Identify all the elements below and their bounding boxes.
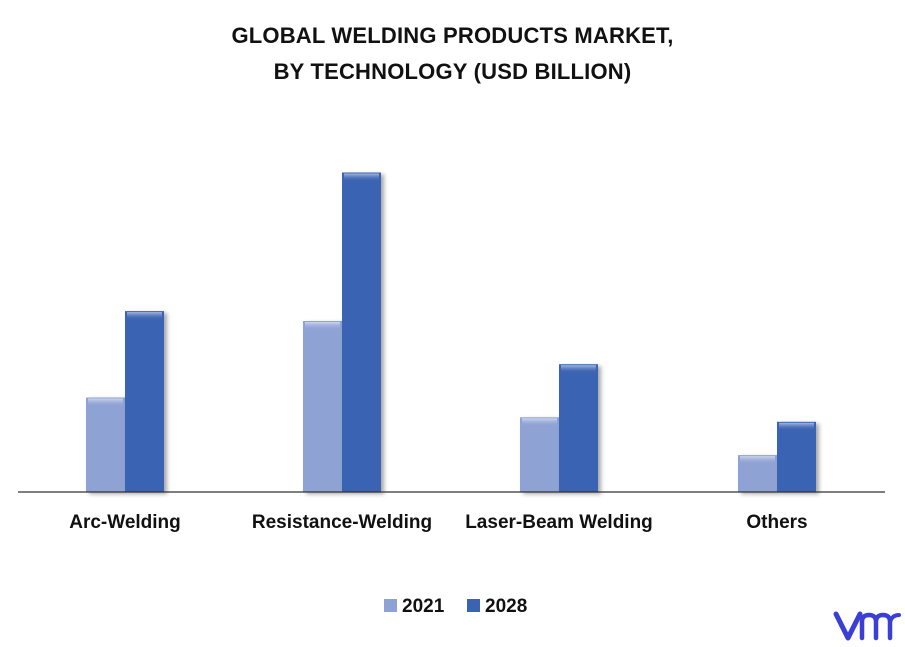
legend-item-2021: 2021 [384,596,445,617]
legend-label: 2028 [485,596,527,617]
bar-resistance-welding-2021 [303,321,342,492]
bar-arc-welding-2021 [86,397,125,492]
bar-laser-beam-welding-2021 [520,417,559,492]
legend-swatch [467,599,480,612]
legend-swatch [384,599,397,612]
x-tick-label: Laser-Beam Welding [465,512,653,533]
vmr-logo-icon [833,611,901,641]
chart-title-line-2: BY TECHNOLOGY (USD BILLION) [273,59,632,84]
legend-item-2028: 2028 [467,596,527,617]
x-tick-label: Arc-Welding [69,512,181,533]
x-tick-label: Resistance-Welding [252,512,432,533]
bar-others-2028 [777,421,816,492]
x-tick-label: Others [746,512,807,533]
bar-arc-welding-2028 [125,311,164,492]
bar-laser-beam-welding-2028 [559,364,598,492]
legend-label: 2021 [402,596,445,617]
bar-others-2021 [738,455,777,492]
chart-title-line-1: GLOBAL WELDING PRODUCTS MARKET, [231,23,674,48]
bar-resistance-welding-2028 [342,172,381,492]
